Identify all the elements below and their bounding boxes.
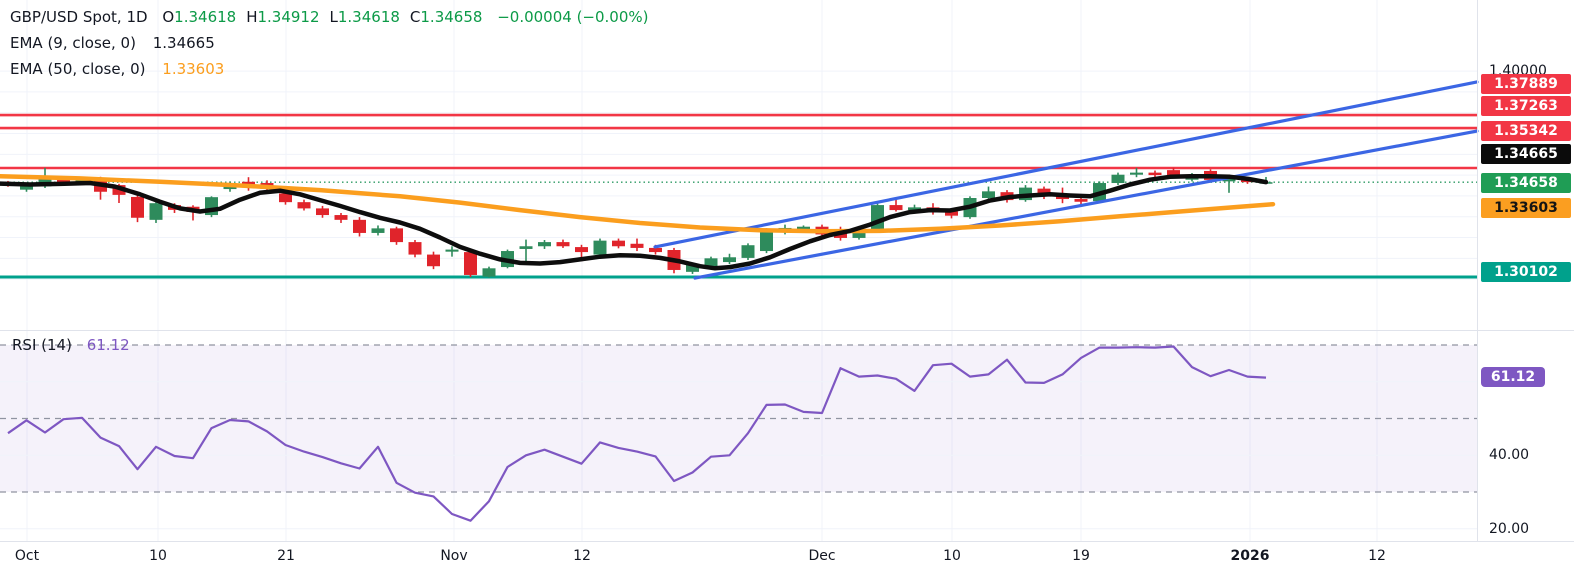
candle-body[interactable] [390,228,403,243]
candle-body[interactable] [1222,178,1236,182]
time-axis-label: 12 [1368,548,1386,564]
candle-body[interactable] [464,252,477,275]
ema50-line[interactable] [0,173,1276,234]
channel-upper-trendline[interactable] [653,80,1479,249]
candle-body[interactable] [1148,172,1162,176]
time-axis-label: Nov [440,548,468,564]
candle-body[interactable] [1056,196,1069,200]
candle-body[interactable] [538,242,551,247]
ema50-legend-row[interactable]: EMA (50, close, 0) 1.33603 [10,56,649,82]
ohlc-value: 1.34658 [420,8,483,26]
candle-body[interactable] [834,232,847,238]
candle-body[interactable] [427,254,440,267]
candle-body[interactable] [519,246,533,249]
ohlc-key: L [329,8,338,26]
candle-body[interactable] [612,240,625,247]
ema9-value: 1.34665 [152,34,215,52]
candle-body[interactable] [75,178,89,184]
price-pane-legend: GBP/USD Spot, 1D O1.34618 H1.34912 L1.3461… [10,4,649,82]
candle-body[interactable] [741,245,755,258]
candle-body[interactable] [982,191,995,199]
time-axis-label: 21 [277,548,295,564]
candle-body[interactable] [408,242,422,255]
symbol-legend-row[interactable]: GBP/USD Spot, 1D O1.34618 H1.34912 L1.3461… [10,4,649,30]
candle-body[interactable] [1130,172,1143,175]
ohlc-key: C [409,8,421,26]
candle-body[interactable] [1167,170,1180,176]
candle-body[interactable] [297,202,311,209]
rsi-line[interactable] [7,345,1267,522]
ema9-line[interactable] [0,173,1269,271]
ohlc-key: H [246,8,258,26]
price-label-badge: 1.35342 [1481,121,1571,141]
candle-body[interactable] [482,268,496,277]
rsi-value-badge: 61.12 [1481,367,1545,387]
price-label-badge: 1.33603 [1481,198,1571,218]
ema50-value: 1.33603 [162,60,225,78]
candle-body[interactable] [316,208,329,216]
candle-body[interactable] [889,205,903,211]
ema9-label: EMA (9, close, 0) [10,34,136,52]
candle-body[interactable] [686,264,699,272]
rsi-current-value: 61.12 [86,336,130,354]
time-axis-label: 10 [943,548,961,564]
candle-body[interactable] [575,247,588,253]
candle-body[interactable] [704,258,718,268]
candle-body[interactable] [20,186,33,190]
price-label-badge: 1.37889 [1481,74,1571,94]
price-label-badge: 1.37263 [1481,96,1571,116]
candle-body[interactable] [630,243,644,248]
time-axis-label: 19 [1072,548,1090,564]
symbol-title[interactable]: GBP/USD Spot, 1D [10,8,148,26]
price-label-badge: 1.34658 [1481,173,1571,193]
time-axis-label: 2026 [1230,548,1270,564]
channel-lower-trendline[interactable] [693,129,1479,280]
candle-body[interactable] [723,257,736,263]
candle-body[interactable] [649,247,662,253]
candle-body[interactable] [334,215,348,220]
ema50-label: EMA (50, close, 0) [10,60,146,78]
ema9-legend-row[interactable]: EMA (9, close, 0) 1.34665 [10,30,649,56]
candle-body[interactable] [149,203,163,220]
time-axis-label: Dec [808,548,836,564]
candle-body[interactable] [371,228,385,233]
rsi-axis-tick: 20.00 [1489,520,1530,537]
time-axis-label: 10 [149,548,167,564]
change-value: −0.00004 (−0.00%) [497,8,649,26]
candle-body[interactable] [353,219,366,233]
candle-body[interactable] [1074,199,1088,202]
ohlc-values: O1.34618 H1.34912 L1.34618 C1.34658 [152,8,482,26]
candle-body[interactable] [760,230,773,252]
candle-body[interactable] [945,211,958,216]
rsi-label: RSI (14) [12,336,72,354]
ohlc-value: 1.34912 [257,8,320,26]
candle-body[interactable] [1111,174,1125,184]
candle-body[interactable] [57,178,70,183]
candle-body[interactable] [593,240,607,255]
candle-body[interactable] [852,231,866,238]
ohlc-value: 1.34618 [337,8,400,26]
ohlc-key: O [162,8,175,26]
time-axis-label: 12 [573,548,591,564]
candle-body[interactable] [445,249,459,252]
time-axis-label: Oct [14,548,40,564]
rsi-axis-tick: 40.00 [1489,447,1530,464]
candle-body[interactable] [279,193,292,203]
candle-body[interactable] [556,242,570,247]
price-label-badge: 1.30102 [1481,262,1571,282]
candle-body[interactable] [131,196,144,218]
rsi-pane-legend[interactable]: RSI (14) 61.12 [12,336,130,354]
ohlc-value: 1.34618 [174,8,237,26]
price-label-badge: 1.34665 [1481,144,1571,164]
candle-body[interactable] [908,207,921,211]
